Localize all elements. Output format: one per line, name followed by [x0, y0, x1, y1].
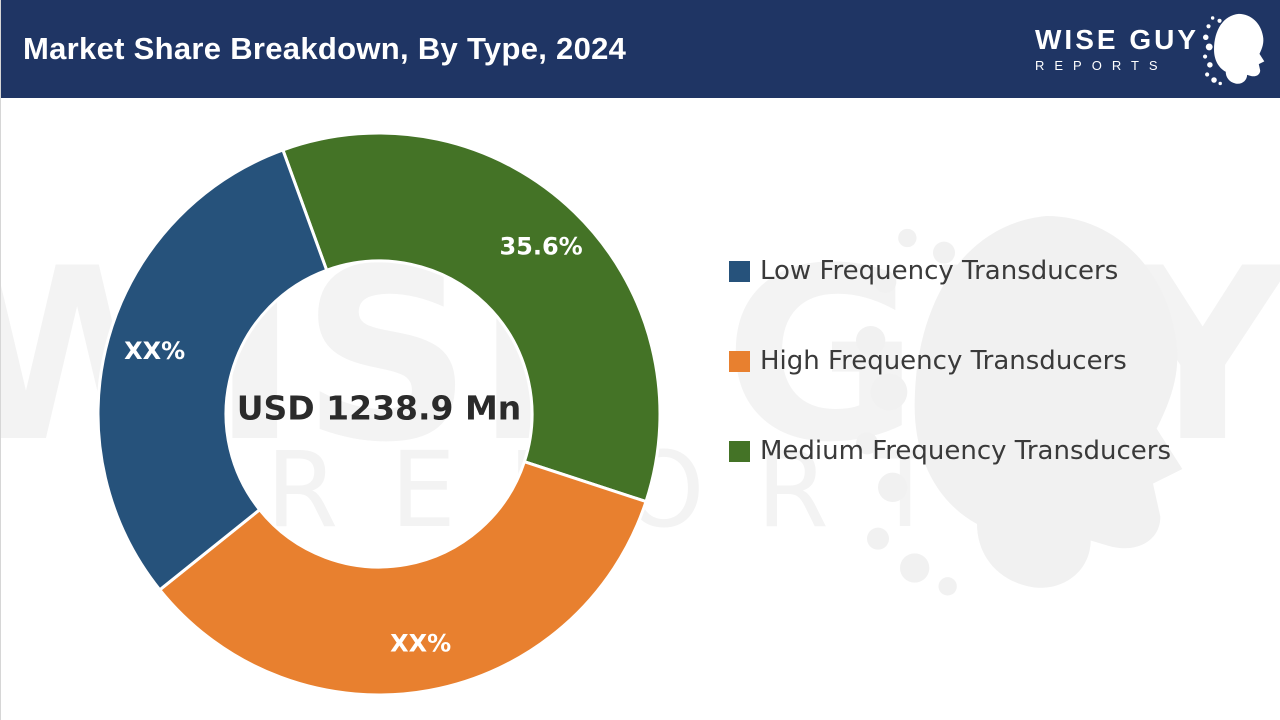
donut-chart: 35.6% XX% XX%	[96, 131, 662, 697]
donut-segment-high-frequency-transducers	[158, 460, 648, 697]
logo-wordmark: WISE GUY	[1034, 24, 1199, 56]
logo-subtitle: REPORTS	[1034, 57, 1168, 73]
header: Market Share Breakdown, By Type, 2024 WI…	[1, 0, 1280, 98]
legend-swatch-orange	[729, 350, 750, 372]
logo-text: WISE GUY REPORTS	[1034, 24, 1199, 73]
chart-legend: Low Frequency Transducers High Frequency…	[729, 254, 1171, 524]
donut-segment-label: 35.6%	[499, 233, 582, 261]
donut-segment-label: XX%	[124, 337, 185, 365]
legend-item-medium-frequency: Medium Frequency Transducers	[729, 434, 1171, 468]
legend-swatch-blue	[729, 260, 750, 282]
wise-guy-logo: WISE GUY REPORTS	[1035, 6, 1265, 92]
legend-item-low-frequency: Low Frequency Transducers	[729, 254, 1171, 288]
wise-guy-head-icon	[1203, 6, 1265, 92]
legend-swatch-green	[729, 440, 750, 462]
legend-item-high-frequency: High Frequency Transducers	[729, 344, 1171, 378]
legend-label: Medium Frequency Transducers	[760, 436, 1172, 466]
donut-segment-label: XX%	[390, 629, 451, 657]
donut-segment-medium-frequency-transducers	[281, 131, 662, 504]
donut-segment-low-frequency-transducers	[96, 148, 329, 592]
page-title: Market Share Breakdown, By Type, 2024	[23, 31, 627, 66]
legend-label: High Frequency Transducers	[760, 346, 1127, 376]
donut-center-value: USD 1238.9 Mn	[236, 388, 522, 428]
legend-label: Low Frequency Transducers	[760, 256, 1119, 286]
chart-canvas: WISE GUY REPORTS 35.6%XX%XX% USD 1238.9 …	[1, 98, 1280, 720]
